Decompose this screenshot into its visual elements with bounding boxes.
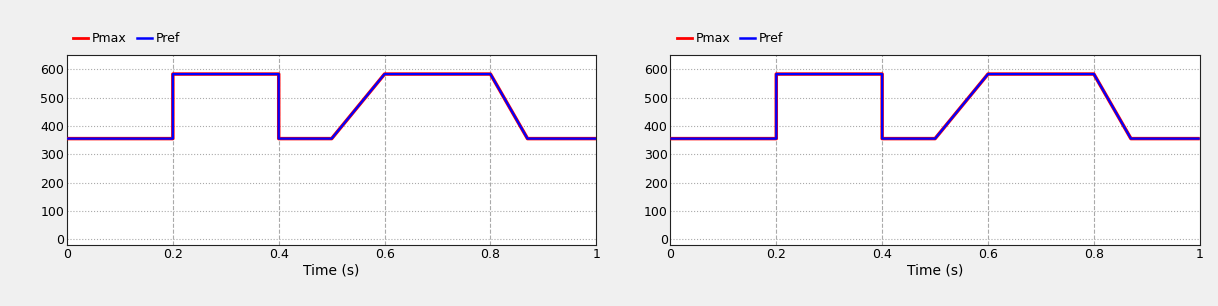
Legend: Pmax, Pref: Pmax, Pref [73,32,180,45]
X-axis label: Time (s): Time (s) [907,263,963,277]
Legend: Pmax, Pref: Pmax, Pref [677,32,783,45]
X-axis label: Time (s): Time (s) [303,263,359,277]
